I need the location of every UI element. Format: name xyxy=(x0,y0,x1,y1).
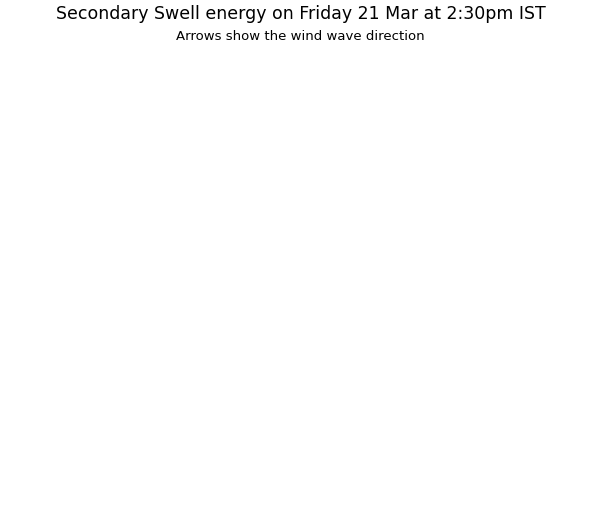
Text: Secondary Swell energy on Friday 21 Mar at 2:30pm IST: Secondary Swell energy on Friday 21 Mar … xyxy=(56,5,545,23)
Text: Arrows show the wind wave direction: Arrows show the wind wave direction xyxy=(176,30,425,44)
